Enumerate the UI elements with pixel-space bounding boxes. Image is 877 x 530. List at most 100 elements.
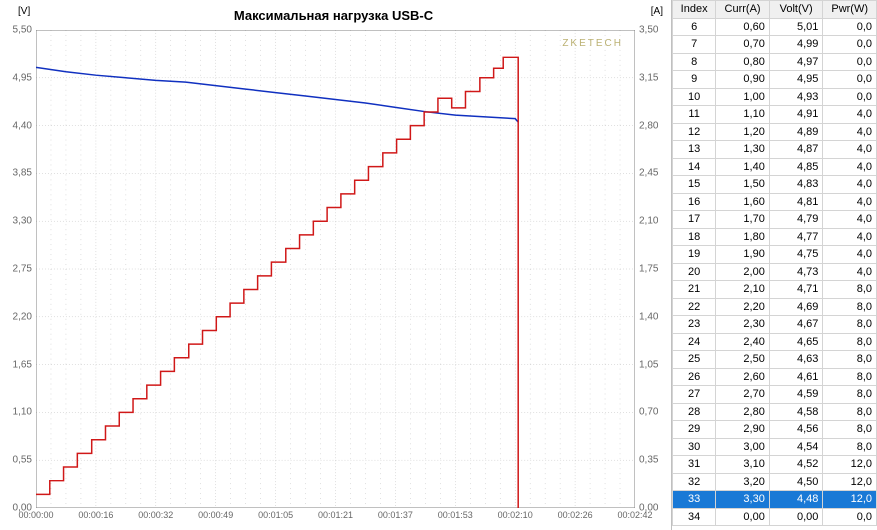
- table-row[interactable]: 242,404,658,0: [673, 333, 877, 351]
- cell-voltage: 4,69: [769, 298, 823, 316]
- y-left-unit: [V]: [18, 6, 30, 17]
- cell-index: 17: [673, 211, 716, 229]
- table-body[interactable]: 60,605,010,070,704,990,080,804,970,090,9…: [673, 18, 877, 526]
- table-row[interactable]: 252,504,638,0: [673, 351, 877, 369]
- cell-voltage: 5,01: [769, 18, 823, 36]
- cell-current: 3,20: [716, 473, 770, 491]
- table-row[interactable]: 80,804,970,0: [673, 53, 877, 71]
- table-row[interactable]: 171,704,794,0: [673, 211, 877, 229]
- cell-power: 4,0: [823, 211, 877, 229]
- cell-voltage: 4,65: [769, 333, 823, 351]
- cell-voltage: 4,71: [769, 281, 823, 299]
- cell-index: 8: [673, 53, 716, 71]
- cell-voltage: 4,73: [769, 263, 823, 281]
- table-row[interactable]: 222,204,698,0: [673, 298, 877, 316]
- chart-svg: [36, 30, 635, 508]
- cell-index: 33: [673, 491, 716, 509]
- cell-current: 2,40: [716, 333, 770, 351]
- cell-current: 2,70: [716, 386, 770, 404]
- cell-power: 4,0: [823, 141, 877, 159]
- cell-index: 26: [673, 368, 716, 386]
- cell-index: 30: [673, 438, 716, 456]
- cell-voltage: 4,59: [769, 386, 823, 404]
- table-row[interactable]: 161,604,814,0: [673, 193, 877, 211]
- cell-current: 1,20: [716, 123, 770, 141]
- cell-power: 0,0: [823, 508, 877, 526]
- y-left-tick: 4,40: [13, 120, 32, 131]
- x-tick: 00:00:32: [138, 510, 173, 520]
- table-row[interactable]: 60,605,010,0: [673, 18, 877, 36]
- cell-power: 8,0: [823, 333, 877, 351]
- table-row[interactable]: 131,304,874,0: [673, 141, 877, 159]
- table-row[interactable]: 303,004,548,0: [673, 438, 877, 456]
- cell-index: 10: [673, 88, 716, 106]
- cell-voltage: 4,61: [769, 368, 823, 386]
- cell-power: 0,0: [823, 71, 877, 89]
- cell-power: 4,0: [823, 176, 877, 194]
- cell-index: 24: [673, 333, 716, 351]
- table-row[interactable]: 292,904,568,0: [673, 421, 877, 439]
- x-tick: 00:02:10: [498, 510, 533, 520]
- table-row[interactable]: 90,904,950,0: [673, 71, 877, 89]
- y-left-tick: 1,65: [13, 359, 32, 370]
- cell-index: 20: [673, 263, 716, 281]
- cell-current: 2,20: [716, 298, 770, 316]
- cell-current: 2,60: [716, 368, 770, 386]
- y-left-tick: 0,55: [13, 455, 32, 466]
- table-row[interactable]: 272,704,598,0: [673, 386, 877, 404]
- cell-voltage: 4,75: [769, 246, 823, 264]
- table-row[interactable]: 313,104,5212,0: [673, 456, 877, 474]
- x-tick: 00:00:00: [18, 510, 53, 520]
- table-row[interactable]: 202,004,734,0: [673, 263, 877, 281]
- cell-index: 9: [673, 71, 716, 89]
- cell-power: 8,0: [823, 316, 877, 334]
- table-row[interactable]: 333,304,4812,0: [673, 491, 877, 509]
- table-row[interactable]: 141,404,854,0: [673, 158, 877, 176]
- table-row[interactable]: 121,204,894,0: [673, 123, 877, 141]
- cell-power: 8,0: [823, 386, 877, 404]
- cell-index: 14: [673, 158, 716, 176]
- cell-power: 4,0: [823, 193, 877, 211]
- table-col-header[interactable]: Curr(A): [716, 1, 770, 19]
- y-left-tick: 5,50: [13, 25, 32, 36]
- cell-index: 6: [673, 18, 716, 36]
- table-row[interactable]: 70,704,990,0: [673, 36, 877, 54]
- y-left-tick: 3,85: [13, 168, 32, 179]
- chart-title: Максимальная нагрузка USB-C: [0, 4, 667, 27]
- table-row[interactable]: 111,104,914,0: [673, 106, 877, 124]
- table-row[interactable]: 151,504,834,0: [673, 176, 877, 194]
- cell-power: 8,0: [823, 298, 877, 316]
- cell-index: 18: [673, 228, 716, 246]
- cell-current: 0,60: [716, 18, 770, 36]
- table-row[interactable]: 191,904,754,0: [673, 246, 877, 264]
- cell-current: 2,90: [716, 421, 770, 439]
- cell-voltage: 4,89: [769, 123, 823, 141]
- x-tick: 00:00:16: [78, 510, 113, 520]
- table-row[interactable]: 181,804,774,0: [673, 228, 877, 246]
- y-right-tick: 3,15: [639, 72, 658, 83]
- table-row[interactable]: 340,000,000,0: [673, 508, 877, 526]
- table-col-header[interactable]: Index: [673, 1, 716, 19]
- y-right-tick: 2,10: [639, 216, 658, 227]
- cell-current: 1,40: [716, 158, 770, 176]
- cell-index: 19: [673, 246, 716, 264]
- cell-voltage: 4,63: [769, 351, 823, 369]
- table-row[interactable]: 323,204,5012,0: [673, 473, 877, 491]
- table-row[interactable]: 232,304,678,0: [673, 316, 877, 334]
- chart-panel: Максимальная нагрузка USB-C [V] [A] ZKET…: [0, 0, 671, 530]
- table-col-header[interactable]: Pwr(W): [823, 1, 877, 19]
- cell-current: 2,10: [716, 281, 770, 299]
- table-row[interactable]: 262,604,618,0: [673, 368, 877, 386]
- x-tick: 00:01:21: [318, 510, 353, 520]
- cell-power: 0,0: [823, 53, 877, 71]
- table-row[interactable]: 212,104,718,0: [673, 281, 877, 299]
- series-current: [36, 57, 518, 508]
- table-row[interactable]: 282,804,588,0: [673, 403, 877, 421]
- y-right-tick: 0,35: [639, 455, 658, 466]
- y-right-tick: 1,40: [639, 311, 658, 322]
- cell-current: 3,30: [716, 491, 770, 509]
- cell-current: 3,00: [716, 438, 770, 456]
- table-col-header[interactable]: Volt(V): [769, 1, 823, 19]
- table-row[interactable]: 101,004,930,0: [673, 88, 877, 106]
- cell-power: 12,0: [823, 473, 877, 491]
